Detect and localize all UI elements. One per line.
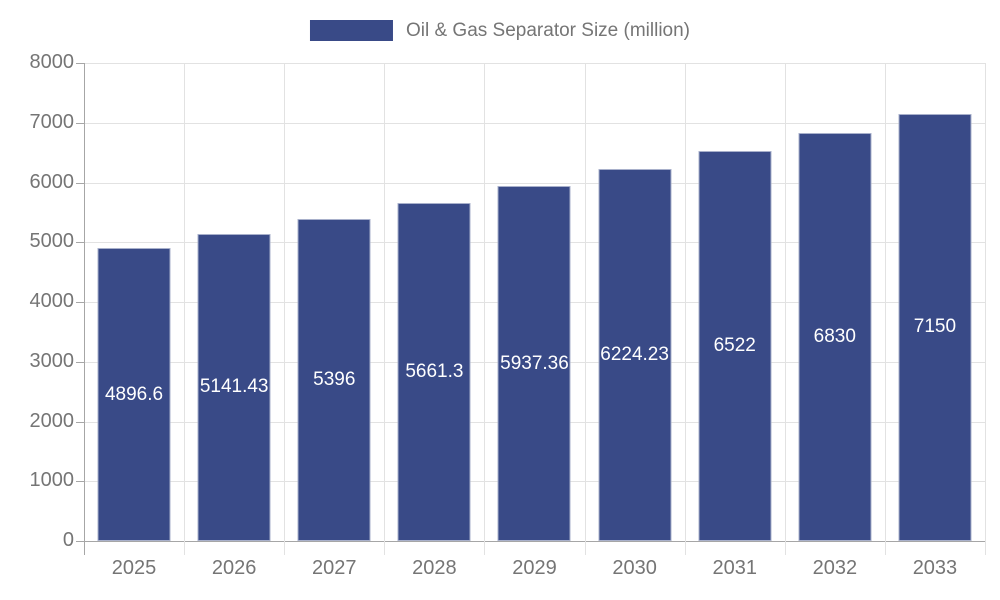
y-axis-tick-0 bbox=[76, 541, 84, 542]
gridline-v-1 bbox=[184, 63, 186, 541]
x-axis-tick-8 bbox=[884, 541, 886, 555]
y-axis-label-8000: 8000 bbox=[29, 51, 75, 74]
bar-2025[interactable]: 4896.6 bbox=[97, 248, 171, 541]
x-axis-label-2033: 2033 bbox=[912, 557, 958, 579]
x-axis-tick-0 bbox=[84, 541, 85, 555]
bar-2032[interactable]: 6830 bbox=[798, 132, 872, 541]
bar-slot-2032: 6830 bbox=[785, 63, 885, 541]
y-axis-tick-8000 bbox=[76, 63, 84, 64]
x-axis-label-2025: 2025 bbox=[111, 557, 157, 579]
gridline-v-8 bbox=[884, 63, 886, 541]
bar-2030[interactable]: 6224.23 bbox=[598, 169, 672, 541]
bar-slot-2026: 5141.43 bbox=[184, 63, 284, 541]
y-axis-tick-2000 bbox=[76, 421, 84, 423]
gridline-v-2 bbox=[284, 63, 286, 541]
bar-value-label-2030: 6224.23 bbox=[600, 344, 669, 366]
bar-value-label-2033: 7150 bbox=[913, 316, 957, 338]
y-axis-tick-7000 bbox=[76, 122, 84, 124]
gridline-v-5 bbox=[584, 63, 586, 541]
x-axis-tick-1 bbox=[184, 541, 186, 555]
x-axis-tick-3 bbox=[384, 541, 386, 555]
y-axis-label-0: 0 bbox=[62, 529, 74, 552]
x-axis-label-2032: 2032 bbox=[812, 557, 858, 579]
y-axis-tick-1000 bbox=[76, 481, 84, 483]
gridline-v-7 bbox=[784, 63, 786, 541]
gridline-v-4 bbox=[484, 63, 486, 541]
y-axis-tick-5000 bbox=[76, 242, 84, 244]
x-axis-tick-6 bbox=[684, 541, 686, 555]
bar-slot-2027: 5396 bbox=[284, 63, 384, 541]
bar-value-label-2027: 5396 bbox=[313, 368, 356, 390]
legend-item[interactable]: Oil & Gas Separator Size (million) bbox=[309, 20, 691, 41]
bar-slot-2030: 6224.23 bbox=[585, 63, 685, 541]
y-axis-tick-4000 bbox=[76, 302, 84, 303]
bar-value-label-2032: 6830 bbox=[813, 325, 856, 347]
bar-2027[interactable]: 5396 bbox=[297, 218, 371, 541]
y-axis-label-5000: 5000 bbox=[29, 230, 75, 253]
legend-label: Oil & Gas Separator Size (million) bbox=[405, 20, 691, 41]
bar-2033[interactable]: 7150 bbox=[898, 113, 972, 541]
x-axis-label-2030: 2030 bbox=[612, 557, 657, 579]
x-axis-label-2028: 2028 bbox=[412, 557, 457, 579]
x-axis-line bbox=[84, 541, 986, 542]
y-axis-label-2000: 2000 bbox=[29, 409, 75, 432]
x-axis-label-2031: 2031 bbox=[712, 557, 757, 579]
bar-value-label-2029: 5937.36 bbox=[500, 352, 569, 374]
x-axis-tick-2 bbox=[284, 541, 286, 555]
bar-series: 4896.6 5141.43 5396 5661.3 5937.36 6224.23 652… bbox=[84, 63, 985, 541]
gridline-v-6 bbox=[684, 63, 686, 541]
x-axis-tick-7 bbox=[784, 541, 786, 555]
bar-slot-2029: 5937.36 bbox=[484, 63, 584, 541]
y-axis-label-6000: 6000 bbox=[29, 170, 75, 193]
bar-slot-2031: 6522 bbox=[685, 63, 785, 541]
bar-slot-2028: 5661.3 bbox=[384, 63, 484, 541]
plot-area: 4896.6 5141.43 5396 5661.3 5937.36 6224.23 652… bbox=[84, 63, 986, 541]
gridline-v-9 bbox=[985, 63, 986, 541]
bar-2029[interactable]: 5937.36 bbox=[497, 186, 571, 541]
x-axis-label-2026: 2026 bbox=[211, 557, 257, 579]
gridline-h-8000 bbox=[84, 63, 985, 64]
y-axis-label-3000: 3000 bbox=[29, 349, 75, 372]
bar-2026[interactable]: 5141.43 bbox=[197, 233, 271, 541]
bar-2028[interactable]: 5661.3 bbox=[397, 202, 471, 541]
bar-slot-2025: 4896.6 bbox=[84, 63, 184, 541]
x-axis-label-2029: 2029 bbox=[512, 557, 557, 579]
x-axis-tick-4 bbox=[484, 541, 486, 555]
bar-value-label-2026: 5141.43 bbox=[199, 376, 269, 398]
gridline-h-7000 bbox=[84, 122, 985, 124]
y-axis-label-7000: 7000 bbox=[29, 110, 75, 133]
x-axis-label-2027: 2027 bbox=[312, 557, 357, 579]
y-axis-tick-3000 bbox=[76, 361, 84, 363]
x-axis-tick-5 bbox=[584, 541, 586, 555]
x-axis-tick-9 bbox=[985, 541, 986, 555]
bar-2031[interactable]: 6522 bbox=[698, 151, 772, 541]
y-axis-line bbox=[84, 63, 85, 555]
legend-swatch bbox=[309, 20, 393, 41]
y-axis-label-1000: 1000 bbox=[29, 469, 75, 492]
bar-value-label-2031: 6522 bbox=[713, 335, 756, 357]
bar-value-label-2025: 4896.6 bbox=[104, 383, 164, 405]
y-axis-tick-6000 bbox=[76, 182, 84, 184]
y-axis-label-4000: 4000 bbox=[29, 290, 75, 313]
bar-slot-2033: 7150 bbox=[885, 63, 985, 541]
gridline-v-3 bbox=[384, 63, 386, 541]
bar-value-label-2028: 5661.3 bbox=[405, 360, 464, 382]
gridline-h-6000 bbox=[84, 182, 985, 184]
